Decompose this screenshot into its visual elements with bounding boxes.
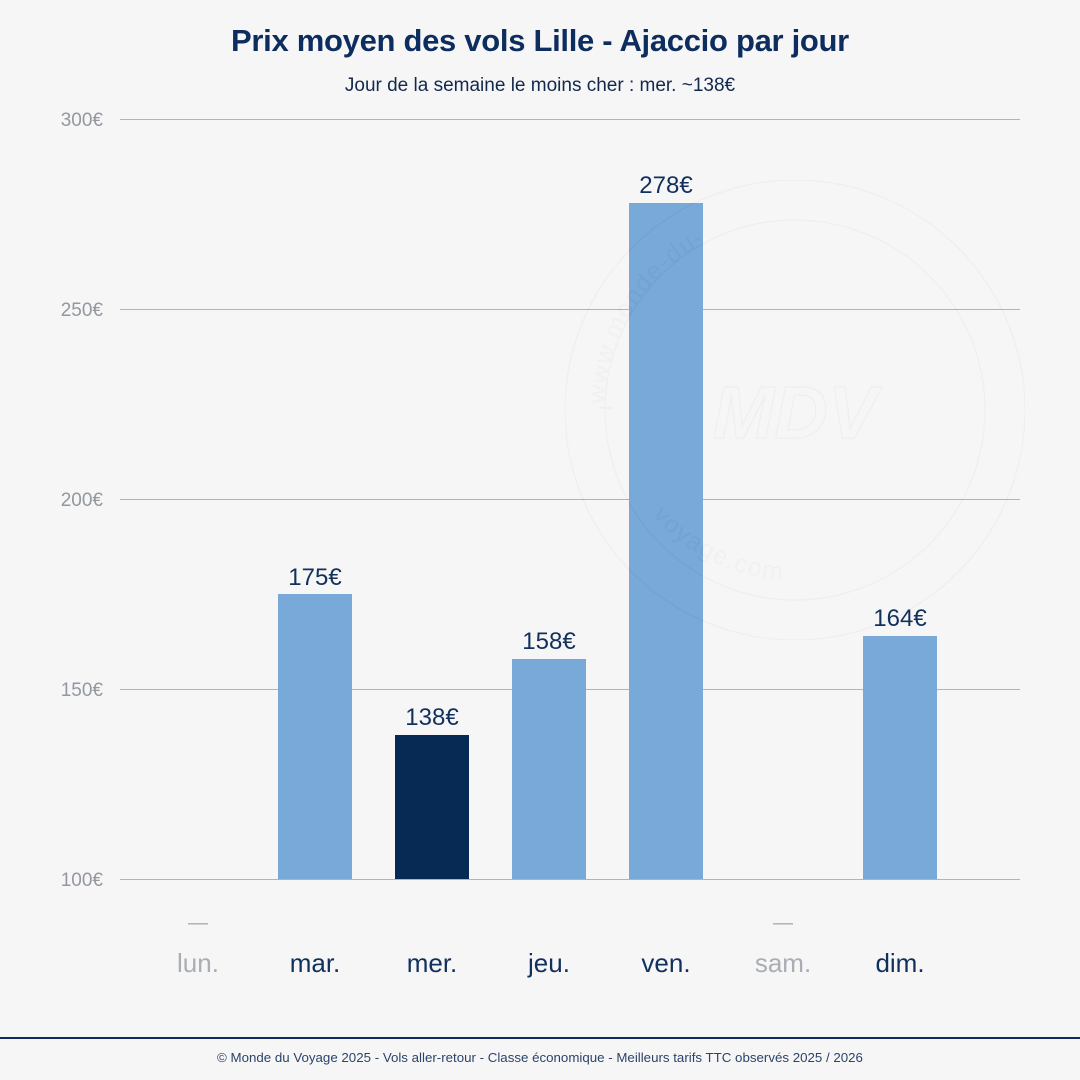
svg-text:voyage.com: voyage.com bbox=[648, 501, 786, 586]
svg-text:www.monde-du-: www.monde-du- bbox=[583, 223, 709, 406]
svg-text:MDV: MDV bbox=[713, 371, 883, 454]
